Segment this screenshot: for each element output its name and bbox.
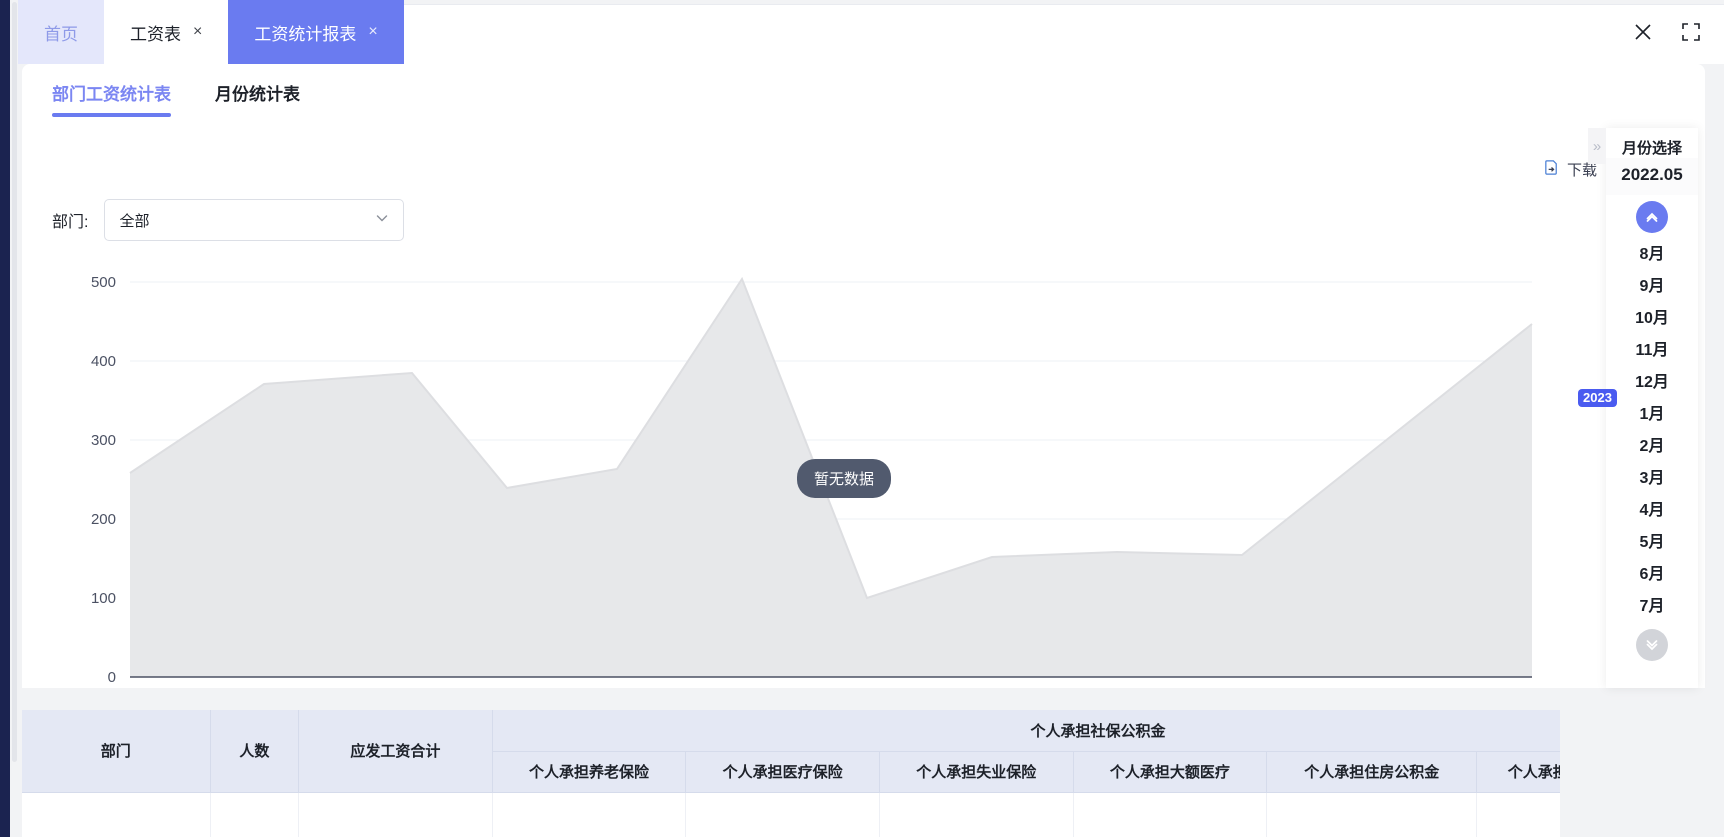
tab-payroll-report-label: 工资统计报表 xyxy=(254,24,357,44)
month-item-1[interactable]: 2023 1月 xyxy=(1578,389,1698,431)
table-cell xyxy=(1073,792,1268,837)
page-scrollbar[interactable] xyxy=(10,0,18,837)
chevron-up-icon[interactable] xyxy=(1636,201,1668,233)
table-col-housing-fund[interactable]: 个人承担住房公积金 xyxy=(1266,751,1478,793)
month-item-label: 11月 xyxy=(1635,342,1669,359)
month-item-3[interactable]: 3月 xyxy=(1606,463,1698,495)
table-col-headcount[interactable]: 人数 xyxy=(210,710,300,793)
svg-text:200: 200 xyxy=(91,511,116,528)
report-card: 部门工资统计表 月份统计表 下载 xyxy=(22,64,1705,688)
tab-payroll-report-close-icon[interactable]: × xyxy=(368,23,378,40)
chart-y-axis-labels: 500 400 300 200 100 0 xyxy=(91,274,116,686)
month-item-label: 4月 xyxy=(1639,502,1665,519)
page-scrollbar-thumb[interactable] xyxy=(12,2,17,762)
chart-area-line xyxy=(129,276,1533,600)
svg-text:100: 100 xyxy=(91,590,116,607)
month-item-8[interactable]: 8月 xyxy=(1606,239,1698,271)
chart-empty-tooltip: 暂无数据 xyxy=(797,459,892,498)
month-item-label: 7月 xyxy=(1639,598,1665,615)
month-selector-current: 2022.05 xyxy=(1606,158,1698,195)
month-item-6[interactable]: 6月 xyxy=(1606,559,1698,591)
tab-home[interactable]: 首页 xyxy=(18,0,104,64)
svg-text:0: 0 xyxy=(108,669,116,686)
month-item-label: 9月 xyxy=(1639,278,1665,295)
month-item-4[interactable]: 4月 xyxy=(1606,495,1698,527)
chart-area-fill xyxy=(130,279,1532,677)
fullscreen-icon[interactable] xyxy=(1680,21,1702,43)
subtab-month-stats-label: 月份统计表 xyxy=(215,85,300,104)
month-item-9[interactable]: 9月 xyxy=(1606,271,1698,303)
month-selector-title: 月份选择 xyxy=(1621,140,1682,157)
tab-payroll[interactable]: 工资表 × xyxy=(104,0,229,64)
table-cell xyxy=(685,792,880,837)
report-table: 部门 人数 应发工资合计 个人承担社保公积金 公司承担 个人承担养老保险 个人承… xyxy=(22,710,1642,837)
month-item-7[interactable]: 7月 xyxy=(1606,591,1698,623)
salary-area-chart: 500 400 300 200 100 0 暂无数据 xyxy=(52,274,1632,734)
table-col-large-medical[interactable]: 个人承担大额医疗 xyxy=(1073,751,1268,793)
month-item-label: 5月 xyxy=(1639,534,1665,551)
month-item-label: 1月 xyxy=(1639,406,1665,423)
table-header-row-2: 个人承担养老保险 个人承担医疗保险 个人承担失业保险 个人承担大额医疗 个人承担… xyxy=(22,751,1642,793)
chevron-down-icon xyxy=(373,209,391,231)
table-col-medical[interactable]: 个人承担医疗保险 xyxy=(685,751,880,793)
table-cell xyxy=(879,792,1074,837)
export-icon xyxy=(1543,159,1560,180)
chart-canvas: 500 400 300 200 100 0 xyxy=(91,274,1533,686)
table-group-personal-insurance: 个人承担社保公积金 xyxy=(492,710,1642,752)
month-item-2[interactable]: 2月 xyxy=(1606,431,1698,463)
download-label: 下载 xyxy=(1566,162,1597,179)
chevron-down-icon[interactable] xyxy=(1636,629,1668,661)
left-rail xyxy=(0,0,10,837)
svg-text:400: 400 xyxy=(91,353,116,370)
close-icon[interactable] xyxy=(1632,21,1654,43)
month-item-label: 10月 xyxy=(1635,310,1669,327)
tab-payroll-close-icon[interactable]: × xyxy=(193,23,203,40)
month-item-label: 3月 xyxy=(1639,470,1665,487)
svg-text:500: 500 xyxy=(91,274,116,291)
download-button[interactable]: 下载 xyxy=(1543,159,1597,180)
subtab-dept-salary-stats[interactable]: 部门工资统计表 xyxy=(52,80,171,117)
table-col-pension[interactable]: 个人承担养老保险 xyxy=(492,751,687,793)
table-cell xyxy=(492,792,687,837)
month-item-11[interactable]: 11月 xyxy=(1606,335,1698,367)
tab-bar-top-strip xyxy=(18,0,1724,5)
chart-empty-tooltip-label: 暂无数据 xyxy=(814,471,875,488)
month-list: 8月 9月 10月 11月 12月 2023 1月 2月 3月 xyxy=(1578,195,1698,661)
month-item-label: 2月 xyxy=(1639,438,1665,455)
subtab-dept-salary-stats-label: 部门工资统计表 xyxy=(52,85,171,104)
table-col-unemployment[interactable]: 个人承担失业保险 xyxy=(879,751,1074,793)
month-item-label: 12月 xyxy=(1635,374,1669,391)
department-select-value: 全部 xyxy=(119,212,150,230)
department-select[interactable]: 全部 xyxy=(104,199,405,241)
department-filter-label: 部门: xyxy=(52,214,89,231)
subtab-month-stats[interactable]: 月份统计表 xyxy=(215,80,300,117)
tab-payroll-report[interactable]: 工资统计报表 × xyxy=(228,0,404,64)
table-cell xyxy=(210,792,300,837)
window-controls xyxy=(1632,0,1724,64)
svg-text:300: 300 xyxy=(91,432,116,449)
sub-tab-list: 部门工资统计表 月份统计表 xyxy=(52,80,300,117)
month-item-label: 8月 xyxy=(1639,246,1665,263)
month-selector-panel: » 月份选择 2022.05 8月 9月 10月 11月 12月 xyxy=(1578,128,1698,688)
table-cell xyxy=(22,792,211,837)
year-badge: 2023 xyxy=(1578,389,1617,407)
tab-home-label: 首页 xyxy=(44,24,78,44)
tab-payroll-label: 工资表 xyxy=(130,24,181,44)
month-item-5[interactable]: 5月 xyxy=(1606,527,1698,559)
month-item-10[interactable]: 10月 xyxy=(1606,303,1698,335)
filter-row: 部门: 全部 xyxy=(52,199,405,241)
month-item-12[interactable]: 12月 xyxy=(1606,367,1698,399)
tab-bar: 首页 工资表 × 工资统计报表 × xyxy=(18,0,1724,64)
chevron-double-right-icon[interactable]: » xyxy=(1588,128,1606,164)
table-cell xyxy=(298,792,493,837)
table-right-gutter xyxy=(1560,710,1642,837)
table-col-dept[interactable]: 部门 xyxy=(22,710,211,793)
month-item-label: 6月 xyxy=(1639,566,1665,583)
table-header-row-1: 部门 人数 应发工资合计 个人承担社保公积金 公司承担 xyxy=(22,710,1642,793)
table-cell xyxy=(1266,792,1478,837)
table-col-gross[interactable]: 应发工资合计 xyxy=(298,710,493,793)
table-row xyxy=(22,792,1642,837)
